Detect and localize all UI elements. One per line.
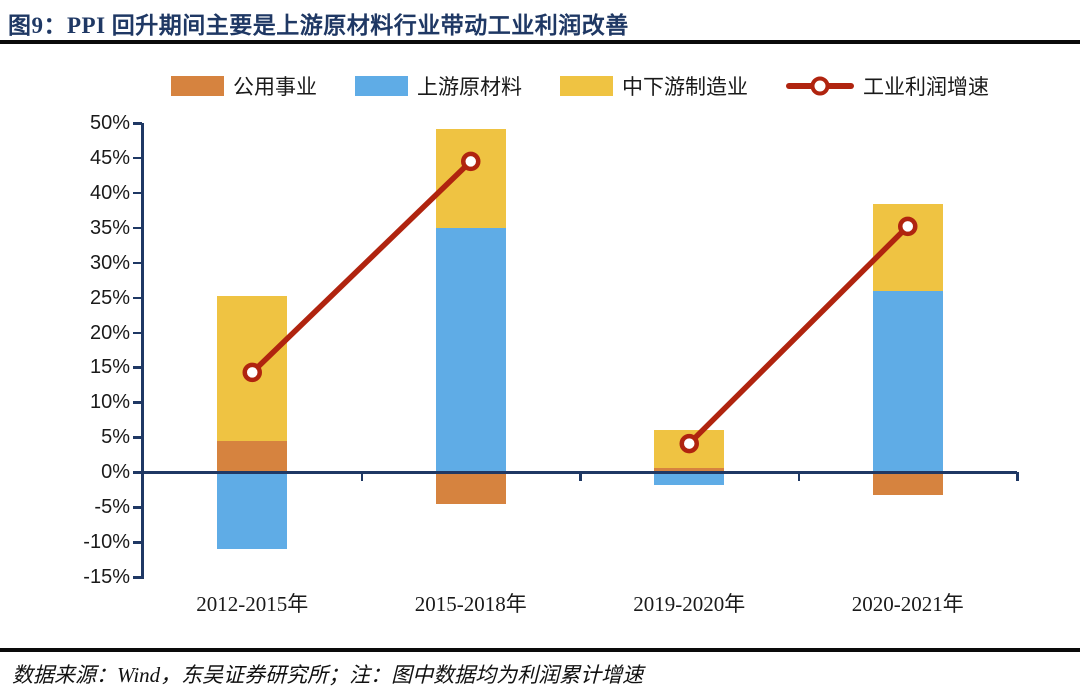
legend-label-midstream: 中下游制造业	[622, 75, 748, 99]
y-axis-tick-mark	[133, 331, 142, 335]
x-axis-tick-mark	[360, 472, 363, 482]
figure-title: 图9：PPI 回升期间主要是上游原材料行业带动工业利润改善	[8, 13, 629, 38]
y-axis-tick-mark	[133, 191, 142, 195]
legend-swatch-upstream-icon	[355, 76, 408, 96]
y-axis-tick-mark	[133, 366, 142, 369]
bar-segment-中下游制造业-2019-2020年	[654, 430, 725, 469]
bar-segment-中下游制造业-2020-2021年	[872, 204, 943, 291]
legend-item-upstream: 上游原材料	[355, 71, 522, 101]
y-axis-tick-label: 5%	[101, 426, 130, 449]
chart-legend: 公用事业 上游原材料 中下游制造业 工业利润增速	[143, 73, 1017, 99]
legend-label-upstream: 上游原材料	[417, 75, 522, 99]
x-axis-category-label: 2020-2021年	[851, 592, 964, 616]
y-axis-tick-label: 35%	[89, 216, 130, 239]
x-axis-tick-mark	[1016, 472, 1019, 482]
y-axis-tick-label: -5%	[94, 496, 130, 519]
bar-segment-上游原材料-2019-2020年	[654, 472, 725, 485]
footer-rule	[0, 648, 1080, 652]
bar-segment-上游原材料-2015-2018年	[435, 227, 506, 473]
legend-item-profit-growth: 工业利润增速	[786, 71, 989, 101]
legend-line-marker-icon	[786, 76, 854, 96]
y-axis-tick-label: 15%	[89, 356, 130, 379]
y-axis-tick-label: 40%	[89, 181, 130, 204]
y-axis-tick-label: 0%	[101, 461, 130, 484]
y-axis-tick-label: 20%	[89, 321, 130, 344]
bar-segment-公用事业-2020-2021年	[872, 472, 943, 495]
legend-item-utilities: 公用事业	[171, 71, 317, 101]
y-axis-tick-mark	[133, 541, 142, 544]
y-axis-tick-mark	[133, 226, 142, 230]
legend-item-midstream: 中下游制造业	[560, 71, 748, 101]
y-axis-tick-mark	[133, 576, 142, 579]
source-note: 数据来源：Wind，东吴证券研究所；注：图中数据均为利润累计增速	[12, 663, 644, 687]
bar-segment-上游原材料-2012-2015年	[217, 472, 288, 550]
y-axis-tick-mark	[133, 296, 142, 300]
x-axis-category-label: 2019-2020年	[633, 592, 746, 616]
legend-circle-icon	[810, 76, 830, 96]
y-axis-tick-label: 25%	[89, 286, 130, 309]
x-axis-category-label: 2012-2015年	[196, 592, 309, 616]
x-axis-tick-mark	[797, 472, 800, 482]
legend-swatch-midstream-icon	[560, 76, 613, 96]
x-axis-category-label: 2015-2018年	[414, 592, 527, 616]
y-axis-tick-mark	[133, 506, 142, 509]
bar-segment-公用事业-2012-2015年	[217, 440, 288, 473]
bar-segment-中下游制造业-2015-2018年	[435, 129, 506, 228]
y-axis-tick-mark	[133, 471, 142, 474]
legend-swatch-utilities-icon	[171, 76, 224, 96]
y-axis-tick-mark	[133, 401, 142, 404]
y-axis-tick-label: 45%	[89, 146, 130, 169]
y-axis-tick-label: 50%	[89, 112, 130, 134]
y-axis-tick-label: 10%	[89, 391, 130, 414]
bar-segment-公用事业-2015-2018年	[435, 472, 506, 505]
x-axis-zero-line	[143, 471, 1017, 474]
y-axis-tick-mark	[133, 261, 142, 265]
y-axis-tick-label: 30%	[89, 251, 130, 274]
legend-label-profit-growth: 工业利润增速	[863, 75, 989, 99]
x-axis-tick-mark	[579, 472, 582, 482]
bar-segment-上游原材料-2020-2021年	[872, 290, 943, 473]
y-axis-tick-mark	[133, 156, 142, 160]
legend-label-utilities: 公用事业	[233, 75, 317, 99]
bar-segment-公用事业-2019-2020年	[654, 468, 725, 473]
title-rule	[0, 40, 1080, 44]
y-axis-tick-mark	[133, 436, 142, 439]
bar-segment-中下游制造业-2012-2015年	[217, 296, 288, 441]
y-axis-tick-label: -15%	[83, 566, 130, 588]
y-axis-line	[141, 123, 144, 579]
y-axis-tick-mark	[133, 122, 142, 125]
y-axis-tick-label: -10%	[83, 531, 130, 554]
